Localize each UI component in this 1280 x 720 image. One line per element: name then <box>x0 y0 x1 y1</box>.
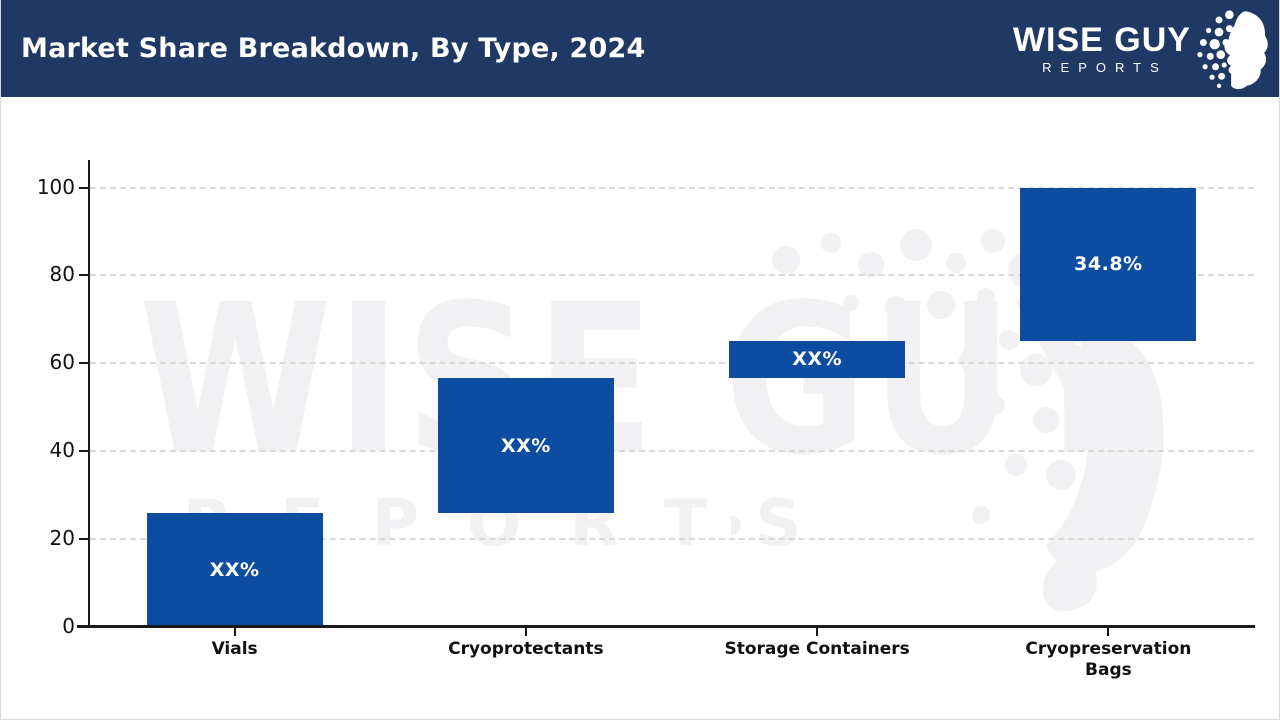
bar-value-label: XX% <box>792 348 843 371</box>
y-axis-tick <box>79 186 88 189</box>
logo-reports-text: REPORTS <box>1042 60 1168 75</box>
y-tick-label: 40 <box>49 438 75 463</box>
y-axis-tick <box>79 362 88 365</box>
y-axis-tick <box>79 274 88 277</box>
y-tick-label: 20 <box>49 526 75 551</box>
x-category-label: Cryoprotectants <box>448 639 604 659</box>
bar-cryopreservation-bags: 34.8% <box>1020 187 1197 341</box>
y-tick-label: 80 <box>49 262 75 287</box>
logo-text: WISE GUY REPORTS <box>1013 23 1191 74</box>
header-bar: Market Share Breakdown, By Type, 2024 WI… <box>1 0 1279 97</box>
y-axis-line <box>88 160 90 627</box>
logo-wise-guy-text: WISE GUY <box>1012 21 1191 59</box>
bar-storage-containers: XX% <box>729 340 906 379</box>
y-gridline <box>90 450 1254 453</box>
y-tick-label: 100 <box>36 174 75 199</box>
bar-value-label: 34.8% <box>1074 253 1143 276</box>
bar-vials: XX% <box>146 512 323 627</box>
y-gridline <box>90 186 1254 189</box>
x-category-label: Cryopreservation Bags <box>1025 639 1192 681</box>
x-axis-tick <box>1107 628 1110 636</box>
x-axis-tick <box>816 628 819 636</box>
x-axis-tick <box>524 628 527 636</box>
y-gridline <box>90 538 1254 541</box>
y-tick-label: 60 <box>49 350 75 375</box>
bar-cryoprotectants: XX% <box>437 378 614 513</box>
y-axis-tick <box>79 538 88 541</box>
y-tick-label: 0 <box>62 614 75 638</box>
y-gridline <box>90 274 1254 277</box>
y-gridline <box>90 362 1254 365</box>
page-title: Market Share Breakdown, By Type, 2024 <box>21 33 646 64</box>
wise-guy-logo: WISE GUY REPORTS <box>1013 0 1271 97</box>
wise-guy-face-icon <box>1197 9 1268 89</box>
x-axis-line <box>77 625 1255 628</box>
x-category-label: Vials <box>211 639 258 659</box>
y-axis-tick <box>79 450 88 453</box>
x-category-label: Storage Containers <box>724 639 910 659</box>
bar-value-label: XX% <box>209 558 260 581</box>
x-axis-tick <box>233 628 236 636</box>
y-axis-tick <box>79 626 88 628</box>
bar-value-label: XX% <box>500 434 551 457</box>
